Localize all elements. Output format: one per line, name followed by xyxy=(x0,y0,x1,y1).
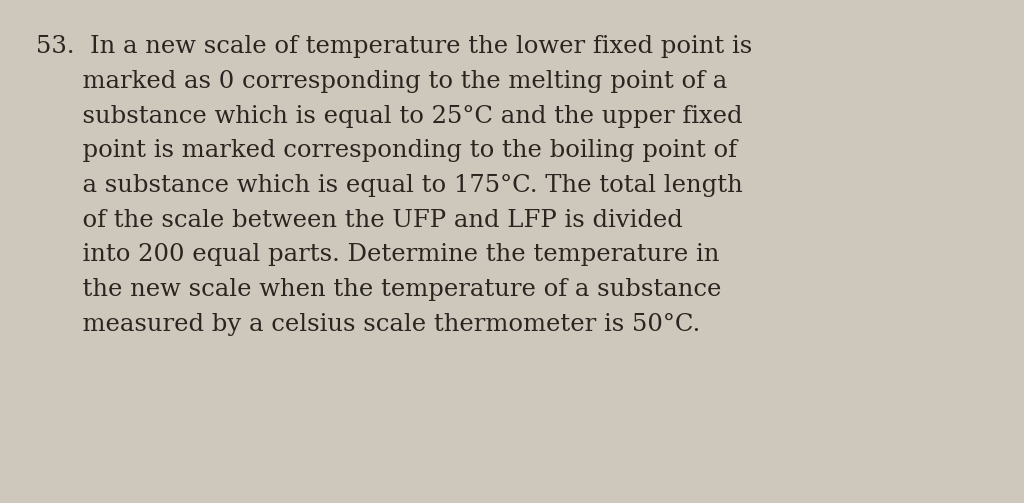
Text: 53.  In a new scale of temperature the lower fixed point is
      marked as 0 co: 53. In a new scale of temperature the lo… xyxy=(36,35,752,336)
